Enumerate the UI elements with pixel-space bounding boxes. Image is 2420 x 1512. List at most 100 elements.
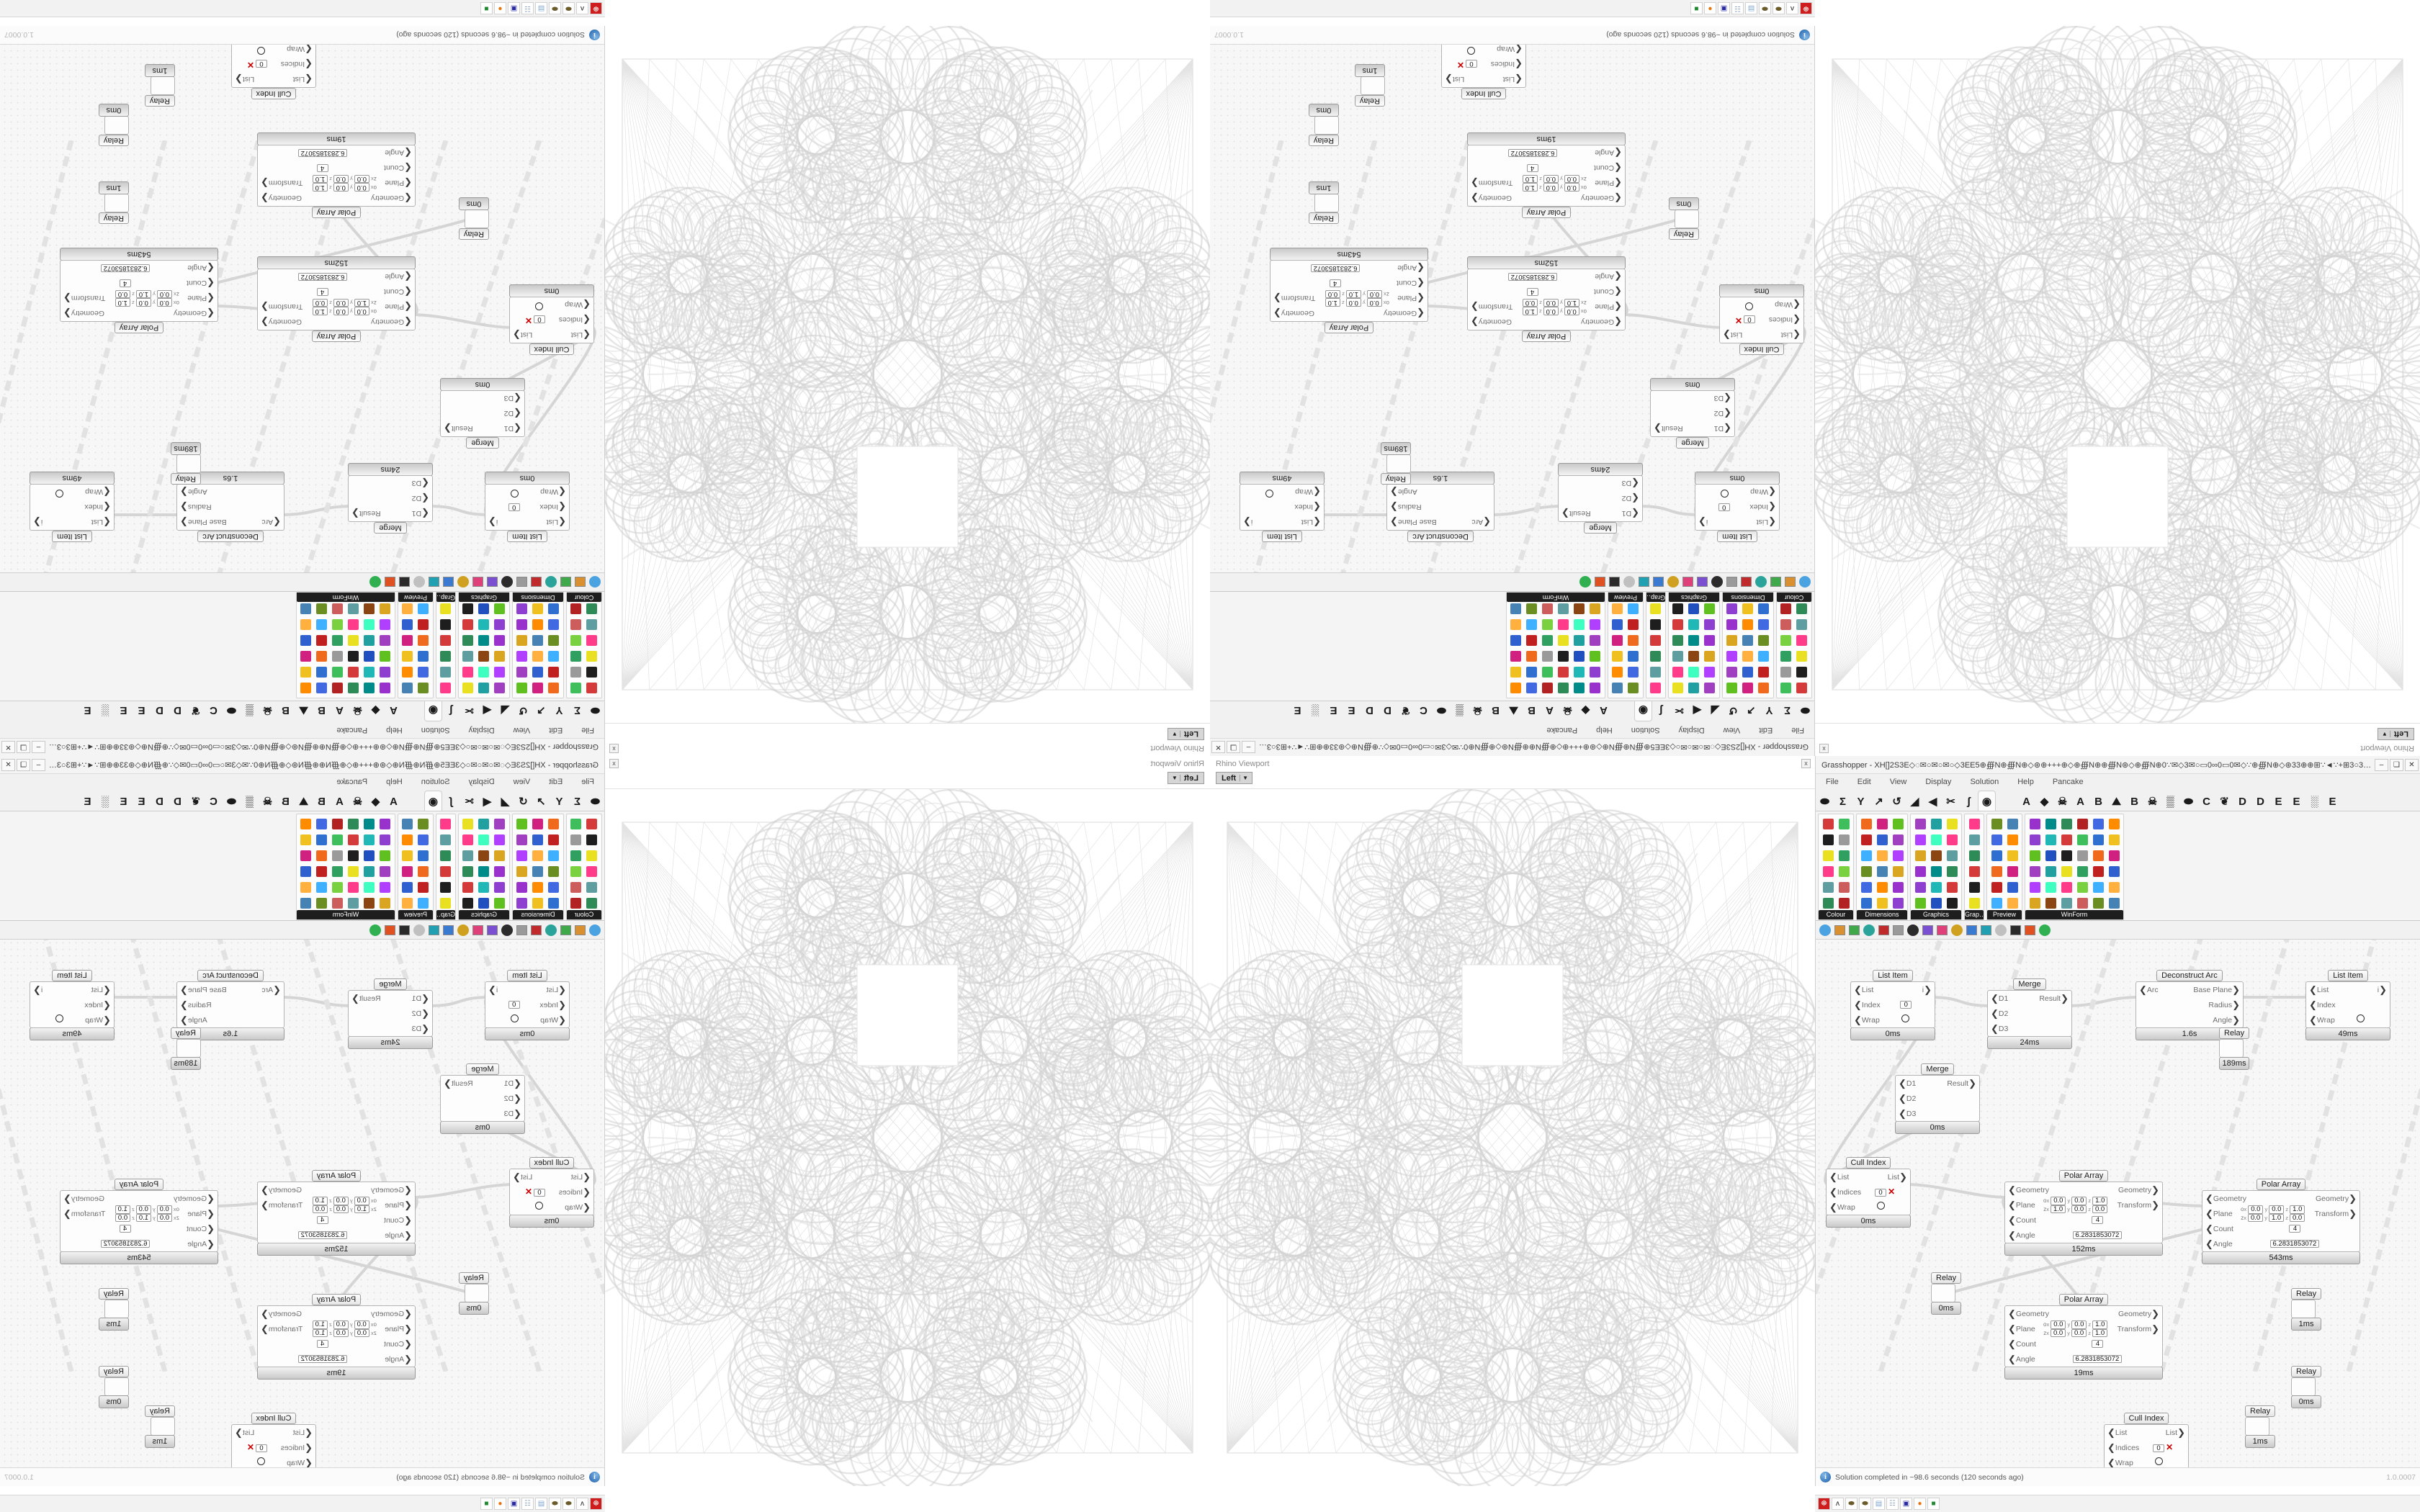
output-nub-icon[interactable]: ❯ xyxy=(2232,999,2240,1010)
tab-b2[interactable]: B xyxy=(282,795,290,808)
relay-body[interactable] xyxy=(1675,210,1699,228)
palette-component-icon[interactable] xyxy=(2027,879,2043,895)
output-nub-icon[interactable]: ❯ xyxy=(235,1426,243,1438)
node-canvas[interactable]: List Item ❮ List i ❯ ❮ Index 0 ❮ Wrap xyxy=(1816,940,2420,1467)
gh-node-polar-array-2[interactable]: Polar Array ❮ Geometry Geometry ❯ ❮ Plan… xyxy=(60,1177,218,1264)
toolbar-icon-10[interactable] xyxy=(1966,924,1977,935)
toolbar-icon-7[interactable] xyxy=(487,577,498,588)
palette-component-icon[interactable] xyxy=(1610,617,1626,633)
app-icon-firefox[interactable]: ● xyxy=(494,1498,506,1510)
toolbar-icon-15[interactable] xyxy=(369,576,381,588)
input-nub-icon[interactable]: ❮ xyxy=(103,517,111,528)
viewport-view-dropdown[interactable]: Left ▼ xyxy=(1167,772,1204,784)
tab-b1[interactable]: B xyxy=(2094,795,2102,808)
palette-component-icon[interactable] xyxy=(2027,895,2043,911)
gh-node-cull-index-1[interactable]: Cull Index ❮ List List ❯ ❮ Indices 0✕ ❮ … xyxy=(509,284,594,356)
node-body[interactable]: ❮ D1 Result ❯ ❮ D2 ❮ D3 xyxy=(1987,990,2072,1037)
tab-e2[interactable]: E xyxy=(2293,795,2300,808)
palette-component-icon[interactable] xyxy=(530,879,546,895)
palette-component-icon[interactable] xyxy=(2004,816,2020,832)
input-nub-icon[interactable]: ❮ xyxy=(404,163,412,174)
plane-o-y[interactable]: 0.0 xyxy=(2071,1196,2087,1205)
input-nub-icon[interactable]: ❮ xyxy=(1515,74,1523,86)
palette-component-icon[interactable] xyxy=(1686,617,1702,633)
palette-component-icon[interactable] xyxy=(1587,617,1603,633)
gh-node-relay-4[interactable]: Relay 0ms xyxy=(1308,104,1339,148)
palette-component-icon[interactable] xyxy=(546,863,562,879)
gh-node-list-item-2[interactable]: List Item ❮ List i ❯ ❮ Index ❮ Wrap xyxy=(2305,968,2390,1040)
tab-e3[interactable]: E xyxy=(84,704,91,717)
palette-component-icon[interactable] xyxy=(1820,816,1836,832)
gh-node-relay-1[interactable]: Relay 189ms xyxy=(1380,442,1411,486)
plane-z-z[interactable]: 0.0 xyxy=(1522,298,1538,307)
node-body[interactable]: ❮ Geometry Geometry ❯ ❮ Plane ox0.0y0.0z… xyxy=(1270,260,1428,322)
output-nub-icon[interactable]: ❯ xyxy=(1390,487,1398,498)
palette-component-icon[interactable] xyxy=(1724,617,1740,633)
gh-node-polar-array-1[interactable]: Polar Array ❮ Geometry Geometry ❯ ❮ Plan… xyxy=(2004,1169,2163,1256)
palette-component-icon[interactable] xyxy=(1556,601,1572,617)
relay-body[interactable] xyxy=(1314,116,1339,135)
palette-component-icon[interactable] xyxy=(330,665,346,680)
gh-node-cull-index-2[interactable]: Cull Index ❮ List List ❯ ❮ Indices 0✕ ❮ … xyxy=(1441,45,1526,101)
node-body[interactable]: ❮ Geometry Geometry ❯ ❮ Plane ox0.0y0.0z… xyxy=(257,269,416,330)
palette-component-icon[interactable] xyxy=(546,847,562,863)
toolbar-icon-9[interactable] xyxy=(457,924,469,936)
palette-component-icon[interactable] xyxy=(476,847,492,863)
plane-o-y[interactable]: 0.0 xyxy=(135,298,151,307)
palette-component-icon[interactable] xyxy=(584,863,600,879)
tab-e3[interactable]: E xyxy=(1294,704,1301,717)
palette-component-icon[interactable] xyxy=(1756,633,1772,649)
input-nub-icon[interactable]: ❮ xyxy=(404,193,412,204)
plane-z-y[interactable]: 0.0 xyxy=(1543,174,1559,184)
input-nub-icon[interactable]: ❮ xyxy=(103,487,111,498)
toolbar-icon-5[interactable] xyxy=(516,924,527,935)
tab-e1[interactable]: E xyxy=(138,795,145,808)
palette-component-icon[interactable] xyxy=(1524,649,1540,665)
input-nub-icon[interactable]: ❮ xyxy=(421,508,429,520)
palette-component-icon[interactable] xyxy=(514,665,530,680)
count-value[interactable]: 4 xyxy=(2092,1339,2104,1349)
palette-component-icon[interactable] xyxy=(346,601,362,617)
gh-node-relay-3[interactable]: Relay 1ms xyxy=(98,1287,129,1331)
node-body[interactable]: ❮ Arc Base Plane ❯ Radius ❯ Angle ❯ xyxy=(176,484,284,531)
palette-component-icon[interactable] xyxy=(298,680,314,696)
palette-component-icon[interactable] xyxy=(546,832,562,847)
tab-terrain[interactable]: ⛰ xyxy=(299,795,308,808)
tab-b2[interactable]: B xyxy=(2130,795,2138,808)
palette-component-icon[interactable] xyxy=(416,633,431,649)
node-body[interactable]: ❮ List List ❯ ❮ Indices 0✕ ❮ Wrap xyxy=(509,297,594,343)
gh-node-polar-array-2[interactable]: Polar Array ❮ Geometry Geometry ❯ ❮ Plan… xyxy=(2202,1177,2360,1264)
toolbar-icon-8[interactable] xyxy=(1682,577,1693,588)
output-nub-icon[interactable]: ❯ xyxy=(513,330,521,341)
palette-component-icon[interactable] xyxy=(1740,649,1756,665)
menu-item-pancake[interactable]: Pancake xyxy=(336,726,368,734)
palette-component-icon[interactable] xyxy=(514,879,530,895)
palette-component-icon[interactable] xyxy=(1648,649,1664,665)
palette-component-icon[interactable] xyxy=(1524,680,1540,696)
palette-group-label[interactable]: Preview xyxy=(1987,910,2022,919)
wrap-toggle[interactable] xyxy=(1901,1014,1910,1023)
palette-component-icon[interactable] xyxy=(330,617,346,633)
palette-component-icon[interactable] xyxy=(2058,847,2074,863)
angle-value[interactable]: 6.2831853072 xyxy=(1507,272,1558,282)
palette-component-icon[interactable] xyxy=(492,895,508,911)
plane-o-z[interactable]: 1.0 xyxy=(2092,1320,2108,1329)
app-icon-save[interactable]: ▣ xyxy=(1900,1498,1912,1510)
palette-component-icon[interactable] xyxy=(416,665,431,680)
plane-z-x[interactable]: 0.0 xyxy=(1366,289,1382,299)
app-icon-blob-2[interactable]: ⬬ xyxy=(1859,1498,1871,1510)
palette-component-icon[interactable] xyxy=(438,617,454,633)
output-nub-icon[interactable]: ❯ xyxy=(180,487,188,498)
palette-component-icon[interactable] xyxy=(1858,879,1874,895)
node-body[interactable]: ❮ List List ❯ ❮ Indices 0✕ ❮ Wrap xyxy=(231,1424,316,1467)
indices-value[interactable]: 0 xyxy=(255,59,267,68)
output-nub-icon[interactable]: ❯ xyxy=(63,293,71,305)
taskbar[interactable]: ☸ ᴧ ⬬ ⬬ ▤ ☷ ▣ ● ■ xyxy=(1815,1495,2420,1512)
toolbar-icon-14[interactable] xyxy=(2025,924,2035,935)
palette-component-icon[interactable] xyxy=(1508,680,1524,696)
input-nub-icon[interactable]: ❮ xyxy=(1614,178,1622,189)
viewport-view-dropdown[interactable]: Left ▼ xyxy=(2377,728,2414,740)
palette-component-icon[interactable] xyxy=(1820,847,1836,863)
app-icon-gh[interactable]: ᴧ xyxy=(1786,2,1798,14)
